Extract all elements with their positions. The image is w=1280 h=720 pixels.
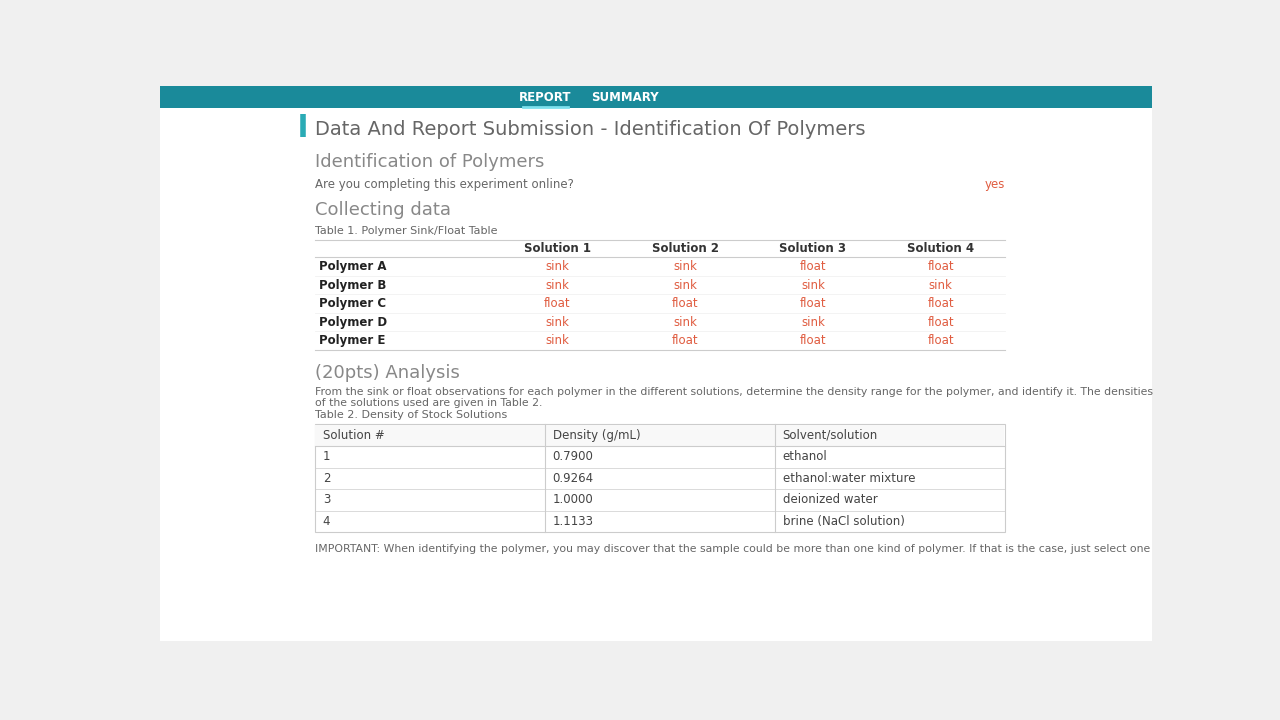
Text: (20pts) Analysis: (20pts) Analysis <box>315 364 460 382</box>
Text: Collecting data: Collecting data <box>315 201 451 219</box>
Text: Data And Report Submission - Identification Of Polymers: Data And Report Submission - Identificat… <box>315 120 865 139</box>
Text: float: float <box>672 297 699 310</box>
Text: float: float <box>672 334 699 347</box>
Text: brine (NaCl solution): brine (NaCl solution) <box>782 515 905 528</box>
FancyBboxPatch shape <box>160 108 1152 641</box>
Text: 0.7900: 0.7900 <box>553 450 594 463</box>
Text: Table 2. Density of Stock Solutions: Table 2. Density of Stock Solutions <box>315 410 507 420</box>
Text: float: float <box>928 334 954 347</box>
Text: REPORT: REPORT <box>518 91 571 104</box>
Text: float: float <box>928 260 954 273</box>
FancyBboxPatch shape <box>315 425 1005 446</box>
Text: float: float <box>800 260 827 273</box>
Text: From the sink or float observations for each polymer in the different solutions,: From the sink or float observations for … <box>315 387 1153 397</box>
Text: float: float <box>928 297 954 310</box>
Text: Polymer D: Polymer D <box>319 315 387 328</box>
Text: yes: yes <box>984 179 1005 192</box>
Text: sink: sink <box>673 279 698 292</box>
Text: 2: 2 <box>323 472 330 485</box>
Text: float: float <box>928 315 954 328</box>
Text: 1.1133: 1.1133 <box>553 515 594 528</box>
Text: Solvent/solution: Solvent/solution <box>782 428 878 441</box>
Text: Polymer C: Polymer C <box>319 297 387 310</box>
Text: sink: sink <box>929 279 952 292</box>
Text: Polymer B: Polymer B <box>319 279 387 292</box>
Text: SUMMARY: SUMMARY <box>591 91 659 104</box>
Text: Table 1. Polymer Sink/Float Table: Table 1. Polymer Sink/Float Table <box>315 226 498 236</box>
Text: of the solutions used are given in Table 2.: of the solutions used are given in Table… <box>315 398 543 408</box>
Text: 1.0000: 1.0000 <box>553 493 594 506</box>
Text: Are you completing this experiment online?: Are you completing this experiment onlin… <box>315 179 573 192</box>
Text: 4: 4 <box>323 515 330 528</box>
Text: float: float <box>800 297 827 310</box>
Text: Solution 3: Solution 3 <box>780 243 846 256</box>
FancyBboxPatch shape <box>160 86 1152 108</box>
FancyBboxPatch shape <box>315 424 1005 532</box>
Text: 0.9264: 0.9264 <box>553 472 594 485</box>
Text: sink: sink <box>545 334 570 347</box>
Text: Polymer E: Polymer E <box>319 334 385 347</box>
Text: ethanol:water mixture: ethanol:water mixture <box>782 472 915 485</box>
Text: sink: sink <box>673 260 698 273</box>
Text: sink: sink <box>545 260 570 273</box>
Text: Solution #: Solution # <box>323 428 384 441</box>
Text: sink: sink <box>673 315 698 328</box>
Text: float: float <box>800 334 827 347</box>
Text: Solution 4: Solution 4 <box>908 243 974 256</box>
Text: 1: 1 <box>323 450 330 463</box>
Text: Solution 1: Solution 1 <box>524 243 590 256</box>
Text: Identification of Polymers: Identification of Polymers <box>315 153 544 171</box>
Text: 3: 3 <box>323 493 330 506</box>
Text: deionized water: deionized water <box>782 493 877 506</box>
Text: Density (g/mL): Density (g/mL) <box>553 428 640 441</box>
Text: Polymer A: Polymer A <box>319 260 387 273</box>
Text: sink: sink <box>801 315 824 328</box>
Text: float: float <box>544 297 571 310</box>
Text: sink: sink <box>801 279 824 292</box>
Text: Solution 2: Solution 2 <box>652 243 718 256</box>
Text: IMPORTANT: When identifying the polymer, you may discover that the sample could : IMPORTANT: When identifying the polymer,… <box>315 544 1151 554</box>
Text: ethanol: ethanol <box>782 450 827 463</box>
Text: sink: sink <box>545 279 570 292</box>
Text: sink: sink <box>545 315 570 328</box>
